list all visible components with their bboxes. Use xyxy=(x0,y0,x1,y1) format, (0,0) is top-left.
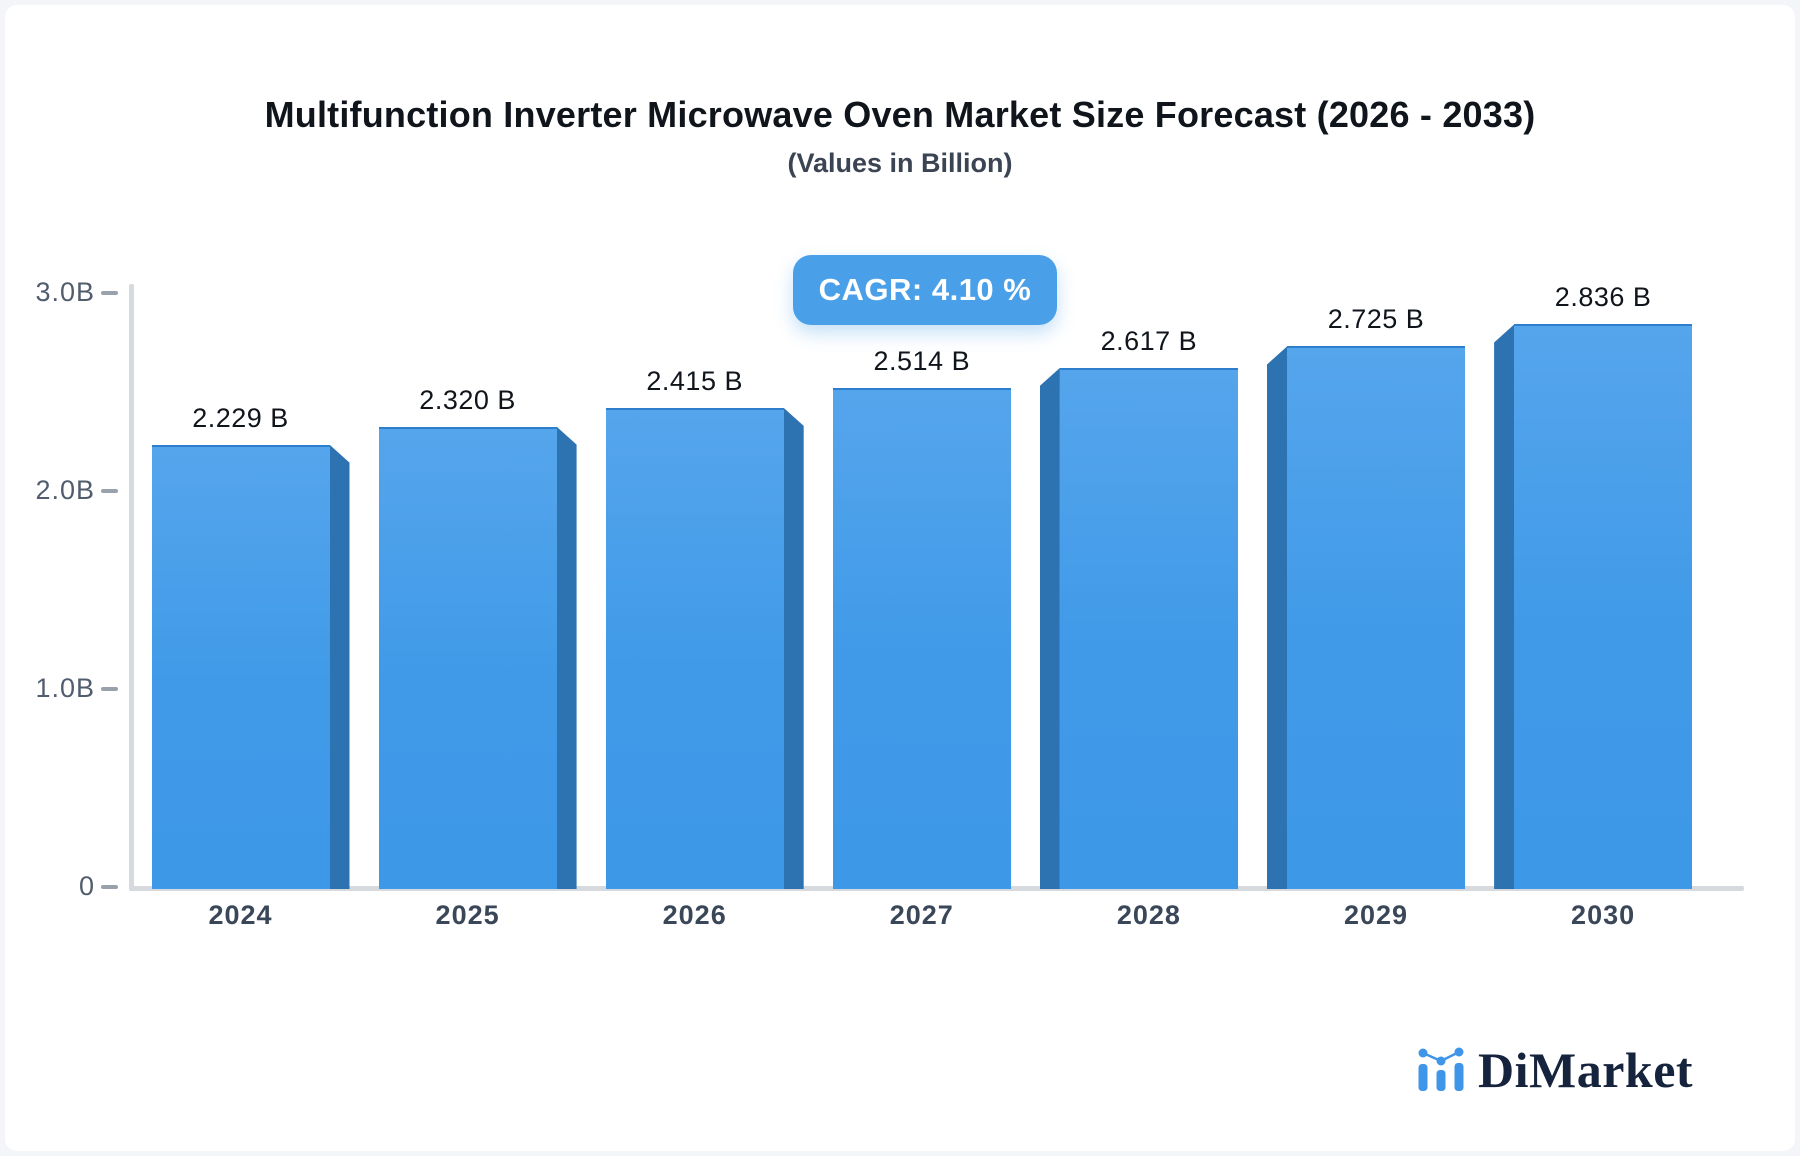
chart-subtitle: (Values in Billion) xyxy=(787,148,1013,178)
y-tick-dash xyxy=(101,687,118,691)
bar-value-label: 2.836 B xyxy=(1554,282,1652,313)
bar-2029[interactable] xyxy=(1287,346,1465,889)
x-axis-label-2027: 2027 xyxy=(889,900,954,930)
x-axis-label-2030: 2030 xyxy=(1571,900,1636,930)
x-axis-label-2024: 2024 xyxy=(208,900,273,930)
bar-value-label: 2.514 B xyxy=(873,346,971,377)
bar-2024[interactable] xyxy=(151,444,330,889)
y-tick-label: 3.0B xyxy=(35,277,95,307)
bar-2027[interactable] xyxy=(832,388,1011,889)
bar-3d-side xyxy=(1494,324,1515,889)
bar-value-label: 2.320 B xyxy=(419,384,516,415)
bar-value-label: 2.725 B xyxy=(1327,304,1425,335)
y-tick-dash xyxy=(101,291,118,295)
bar-2025[interactable] xyxy=(378,426,557,889)
x-axis-label-2026: 2026 xyxy=(662,900,727,930)
y-tick-label: 2.0B xyxy=(35,475,95,505)
bar-3d-side xyxy=(556,426,577,889)
bar-3d-side xyxy=(329,444,350,889)
x-axis-label-2025: 2025 xyxy=(435,900,500,930)
y-tick-label: 1.0B xyxy=(35,673,95,703)
bar-3d-side xyxy=(1267,346,1287,889)
bar-2030[interactable] xyxy=(1514,324,1693,889)
cagr-badge-label: CAGR: 4.10 % xyxy=(818,272,1032,307)
cagr-badge: CAGR: 4.10 % xyxy=(793,255,1057,325)
bar-3d-side xyxy=(1039,367,1060,889)
x-axis-label-2029: 2029 xyxy=(1343,900,1409,930)
chart-title: Multifunction Inverter Microwave Oven Ma… xyxy=(264,94,1536,135)
y-tick-label: 0 xyxy=(78,871,95,901)
y-tick-dash xyxy=(101,489,118,493)
brand-logo: DiMarket xyxy=(1418,1042,1693,1098)
y-tick-dash xyxy=(101,885,118,889)
x-axis-label-2028: 2028 xyxy=(1116,900,1181,930)
brand-name: DiMarket xyxy=(1478,1042,1694,1098)
bar-value-label: 2.617 B xyxy=(1100,325,1198,356)
bar-3d-side xyxy=(783,407,804,889)
bar-value-label: 2.415 B xyxy=(646,365,743,396)
y-axis-line xyxy=(129,284,134,891)
bar-2026[interactable] xyxy=(605,407,784,889)
mini-bar-chart-logo-icon xyxy=(1418,1047,1464,1091)
bar-value-label: 2.229 B xyxy=(192,402,289,433)
bar-2028[interactable] xyxy=(1059,367,1238,889)
